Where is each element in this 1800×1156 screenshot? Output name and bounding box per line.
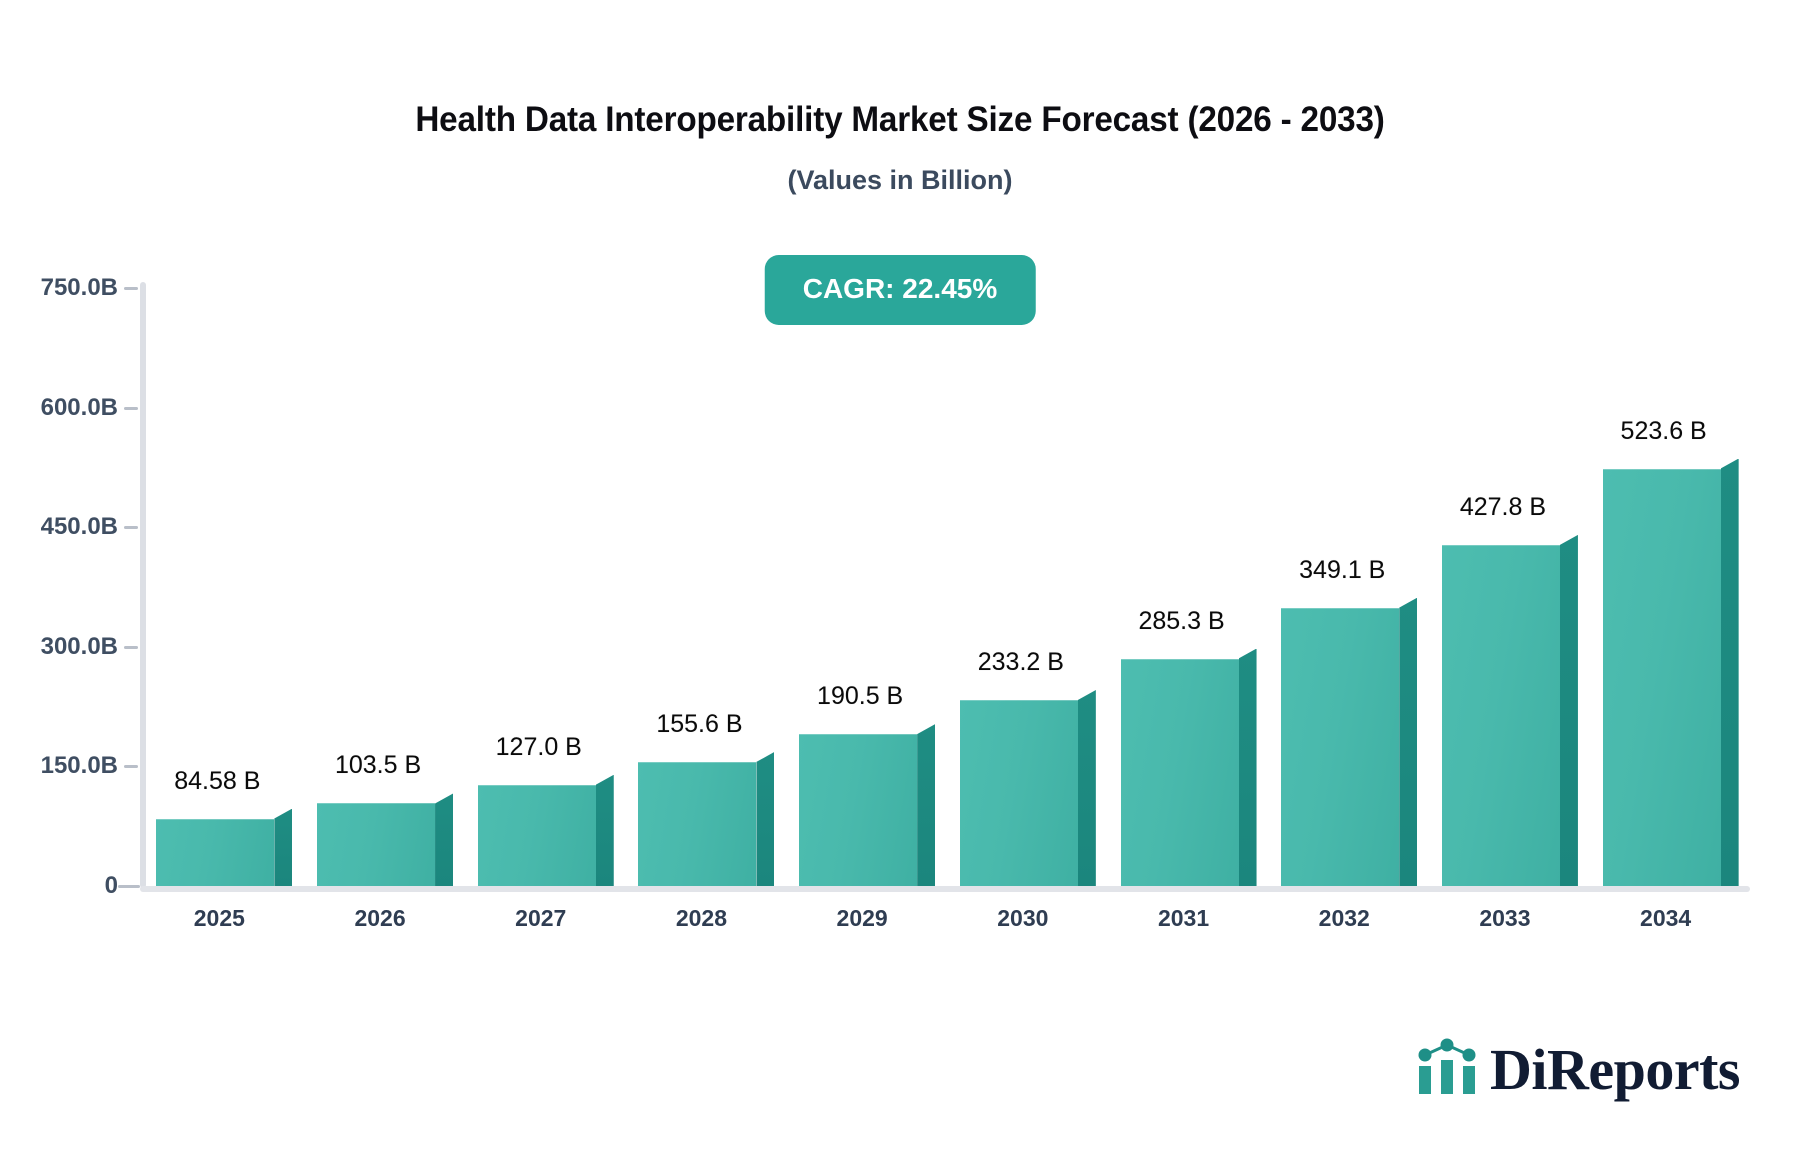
bar-face xyxy=(156,818,275,886)
bar-2029[interactable] xyxy=(799,724,936,886)
x-axis-label-2028: 2028 xyxy=(675,905,728,931)
x-axis-label-2031: 2031 xyxy=(1157,905,1210,931)
bar-2032[interactable] xyxy=(1281,597,1418,886)
bar-2026[interactable] xyxy=(317,793,454,886)
y-axis-tick xyxy=(124,765,138,769)
bar-value-label: 190.5 B xyxy=(817,682,904,711)
bar-side-shade xyxy=(1720,458,1739,886)
x-axis-label-2029: 2029 xyxy=(836,905,888,931)
bar-value-label: 84.58 B xyxy=(174,766,261,795)
x-axis-label-2025: 2025 xyxy=(193,905,245,931)
bar-side-shade xyxy=(435,793,454,886)
bar-face xyxy=(1281,607,1400,886)
bar-2031[interactable] xyxy=(1120,648,1257,886)
y-axis-tick-label: 600.0B xyxy=(40,393,118,421)
bar-value-label: 155.6 B xyxy=(656,709,743,738)
x-axis-label-2026: 2026 xyxy=(354,905,406,931)
bar-face xyxy=(959,700,1078,886)
bar-2028[interactable] xyxy=(638,751,775,886)
x-axis-label-2032: 2032 xyxy=(1318,905,1370,931)
x-axis-label-2030: 2030 xyxy=(997,905,1049,931)
bar-side-shade xyxy=(274,808,293,886)
bar-face xyxy=(317,803,436,886)
bar-value-label: 127.0 B xyxy=(495,732,582,761)
y-axis-tick xyxy=(124,406,138,410)
bar-chart-icon xyxy=(1416,1038,1482,1101)
bar-face xyxy=(638,761,757,886)
direports-logo: DiReports xyxy=(1416,1036,1741,1102)
logo-wordmark: DiReports xyxy=(1489,1036,1741,1102)
bar-value-label: 427.8 B xyxy=(1459,492,1547,521)
bar-side-shade xyxy=(1077,690,1096,886)
bar-side-shade xyxy=(1559,534,1578,886)
bar-value-label: 285.3 B xyxy=(1138,606,1225,635)
y-axis-tick-label: 450.0B xyxy=(40,513,118,541)
bar-side-shade xyxy=(1238,648,1257,886)
bar-2034[interactable] xyxy=(1602,458,1739,886)
bar-value-label: 349.1 B xyxy=(1299,555,1386,584)
bar-face xyxy=(799,734,918,886)
x-axis-label-2034: 2034 xyxy=(1640,905,1692,931)
bar-side-shade xyxy=(917,724,936,886)
bar-face xyxy=(1441,544,1560,886)
bar-value-label: 523.6 B xyxy=(1620,416,1707,445)
y-axis-tick xyxy=(124,645,138,649)
y-axis-tick-label: 750.0B xyxy=(40,274,118,301)
bar-side-shade xyxy=(756,751,775,886)
bar-face xyxy=(1602,468,1721,886)
bar-2030[interactable] xyxy=(959,690,1096,886)
x-axis-line xyxy=(140,886,1750,892)
y-axis-tick xyxy=(118,885,140,888)
y-axis-line xyxy=(140,282,146,888)
bar-value-label: 103.5 B xyxy=(334,751,422,780)
bar-side-shade xyxy=(595,774,614,886)
bar-2033[interactable] xyxy=(1441,534,1578,886)
bar-face xyxy=(1120,658,1239,886)
bar-2027[interactable] xyxy=(477,774,614,886)
chart-subtitle: (Values in Billion) xyxy=(787,165,1013,195)
bar-value-label: 233.2 B xyxy=(977,648,1064,677)
chart-title: Health Data Interoperability Market Size… xyxy=(415,100,1385,139)
bar-side-shade xyxy=(1399,597,1418,886)
bar-2025[interactable] xyxy=(156,808,293,886)
x-axis-label-2033: 2033 xyxy=(1479,905,1531,931)
y-axis-tick xyxy=(124,287,138,290)
bar-face xyxy=(477,784,596,886)
y-axis-tick-label: 150.0B xyxy=(40,752,118,780)
y-axis-tick xyxy=(124,526,138,530)
cagr-badge: CAGR: 22.45% xyxy=(764,255,1036,325)
y-axis-tick-label: 0 xyxy=(104,872,118,899)
y-axis-tick-label: 300.0B xyxy=(40,632,118,660)
x-axis-label-2027: 2027 xyxy=(515,905,567,931)
